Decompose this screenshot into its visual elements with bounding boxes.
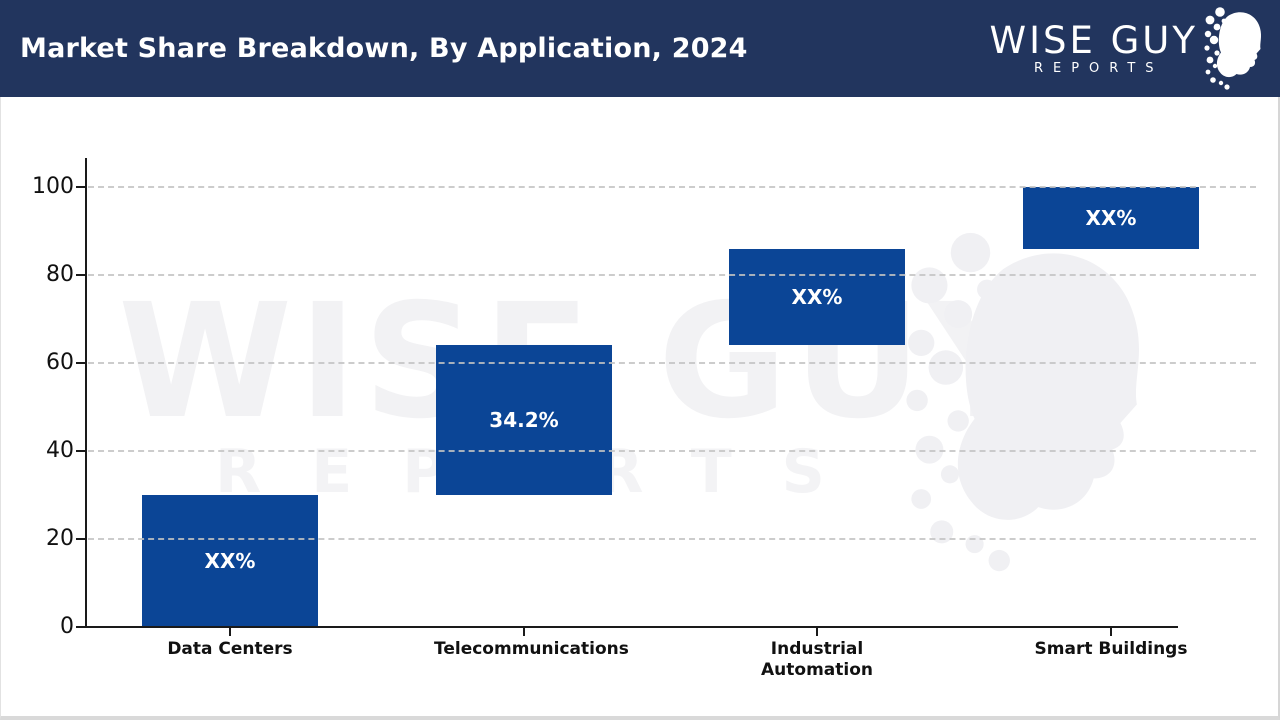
x-tick-mark-smart-buildings [1110,628,1112,636]
bar-value-label: XX% [791,284,843,309]
y-tick-label-0: 0 [60,614,74,639]
x-tick-mark-telecommunications [523,628,525,636]
bar-value-label: 34.2% [489,407,559,432]
y-tick-mark-100 [76,186,86,188]
y-axis-line [85,158,87,628]
gridline-20 [88,538,1256,540]
y-tick-label-80: 80 [46,262,74,287]
x-tick-label-data-centers: Data Centers [167,639,293,659]
x-tick-label-telecommunications: Telecommunications [434,639,629,659]
x-tick-label-smart-buildings: Smart Buildings [1034,639,1188,659]
y-tick-mark-0 [76,626,86,628]
y-tick-mark-40 [76,450,86,452]
bar-smart-buildings: XX% [1023,187,1199,250]
bar-value-label: XX% [1085,206,1137,231]
bar-telecommunications: 34.2% [436,344,612,495]
y-tick-label-60: 60 [46,350,74,375]
gridline-80 [88,274,1256,276]
bar-value-label: XX% [204,549,256,573]
wise-guy-reports-logo: WISE GUY REPORTS [989,6,1266,91]
logo-wordmark: WISE GUY [989,18,1198,62]
watermark-dotted-head-icon [906,232,1139,572]
bar-data-centers: XX% [142,495,318,627]
y-tick-label-100: 100 [32,174,74,199]
y-tick-mark-20 [76,538,86,540]
logo-text: WISE GUY REPORTS [989,18,1198,76]
y-tick-mark-60 [76,362,86,364]
x-tick-mark-data-centers [229,628,231,636]
x-axis-line [85,626,1178,628]
header-bar: Market Share Breakdown, By Application, … [0,0,1280,97]
gridline-60 [88,362,1256,364]
dotted-head-logo-icon [1204,6,1262,90]
gridline-40 [88,450,1256,452]
bar-industrial-automation: XX% [729,249,905,345]
gridline-100 [88,186,1256,188]
logo-subtitle: REPORTS [1033,60,1164,76]
y-tick-mark-80 [76,274,86,276]
y-tick-label-40: 40 [46,438,74,463]
y-tick-label-20: 20 [46,526,74,551]
x-tick-label-industrial-automation: Industrial Automation [761,639,873,680]
page-title: Market Share Breakdown, By Application, … [20,33,748,64]
x-tick-mark-industrial-automation [816,628,818,636]
